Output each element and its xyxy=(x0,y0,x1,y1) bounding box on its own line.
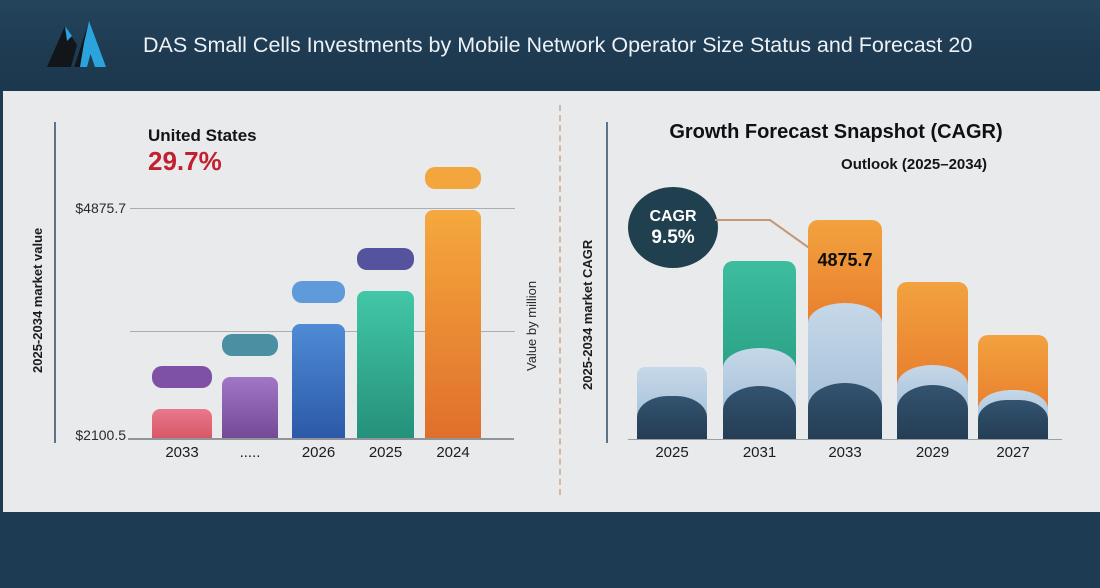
left-x-tick-2024: 2024 xyxy=(436,444,470,461)
header-bar: DAS Small Cells Investments by Mobile Ne… xyxy=(0,0,1100,91)
left-y-axis-title: 2025-2034 market value xyxy=(30,227,45,373)
left-bar-2026 xyxy=(292,324,345,438)
left-y-tick-min: $2100.5 xyxy=(75,427,126,443)
left-bar-cap-..... xyxy=(222,334,278,356)
right-x-tick-2033: 2033 xyxy=(828,444,862,461)
stack-base-2033 xyxy=(808,383,882,439)
stack-base-2025 xyxy=(637,396,707,439)
right-y-axis-line xyxy=(606,122,608,443)
right-x-axis-line xyxy=(628,439,1062,440)
left-y-axis-line xyxy=(54,122,56,443)
left-x-tick-2025: 2025 xyxy=(368,444,403,461)
left-x-tick-.....: ..... xyxy=(239,444,261,461)
cagr-badge-value: 9.5% xyxy=(651,226,695,248)
right-x-tick-2031: 2031 xyxy=(742,444,777,461)
ama-logo-icon xyxy=(47,21,106,67)
cagr-connector-line xyxy=(715,219,813,251)
left-bar-..... xyxy=(222,377,278,438)
stack-base-2027 xyxy=(978,399,1048,439)
right-x-tick-2027: 2027 xyxy=(996,444,1030,461)
bar-data-label-2033: 4875.7 xyxy=(817,250,873,271)
cagr-badge: CAGR 9.5% xyxy=(628,187,718,268)
content-left-border xyxy=(0,91,3,512)
left-bar-cap-2024 xyxy=(425,167,481,189)
left-bar-cap-2026 xyxy=(292,281,345,303)
region-growth-value: 29.7% xyxy=(148,146,222,176)
panel-divider xyxy=(559,105,561,495)
left-bar-cap-2033 xyxy=(152,366,212,388)
page-title: DAS Small Cells Investments by Mobile Ne… xyxy=(143,33,973,57)
right-x-tick-2029: 2029 xyxy=(915,444,950,461)
right-chart-subtitle: Outlook (2025–2034) xyxy=(841,156,987,173)
left-bar-2024 xyxy=(425,210,481,438)
footer-bar: @ All Market Analysis Snapshot GlobalDAS… xyxy=(0,512,1100,588)
left-x-tick-2033: 2033 xyxy=(165,444,199,461)
stack-base-2029 xyxy=(897,385,968,439)
left-gridline-top xyxy=(130,208,515,209)
left-bar-2033 xyxy=(152,409,212,438)
left-bar-cap-2025 xyxy=(357,248,414,270)
left-y-axis-title-right: Value by million xyxy=(524,280,539,371)
right-y-axis-title: 2025-2034 market CAGR xyxy=(580,239,595,391)
left-y-tick-max: $4875.7 xyxy=(75,200,126,216)
right-chart-title: Growth Forecast Snapshot (CAGR) xyxy=(669,121,1003,143)
right-x-tick-2025: 2025 xyxy=(655,444,689,461)
region-label: United States xyxy=(148,126,257,145)
left-x-tick-2026: 2026 xyxy=(301,444,336,461)
stack-base-2031 xyxy=(723,385,796,439)
left-bar-2025 xyxy=(357,291,414,438)
left-x-axis-line xyxy=(128,438,514,440)
cagr-badge-label: CAGR xyxy=(649,207,697,225)
